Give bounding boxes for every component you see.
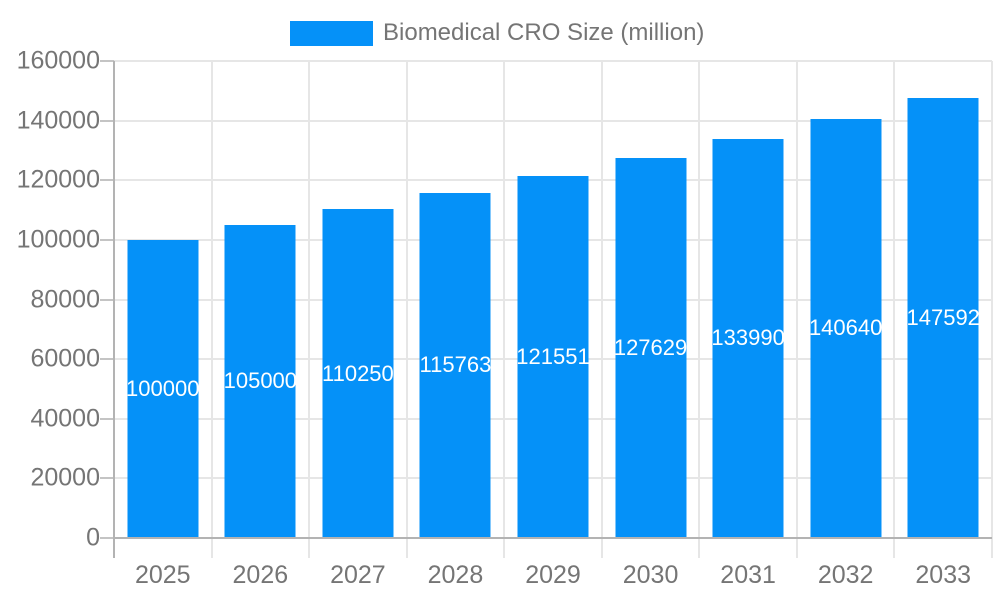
bar-value-label: 100000 bbox=[127, 375, 199, 401]
x-axis-label-2028: 2028 bbox=[427, 561, 484, 589]
bar-2029[interactable]: 121551 bbox=[517, 175, 589, 538]
y-axis-line bbox=[113, 61, 115, 558]
y-axis-tick bbox=[100, 537, 114, 539]
y-axis-tick-label: 160000 bbox=[16, 46, 100, 75]
y-axis-tick-label: 140000 bbox=[16, 106, 100, 135]
x-axis-label-2030: 2030 bbox=[622, 561, 679, 589]
gridline-vertical bbox=[503, 61, 506, 558]
gridline-horizontal bbox=[114, 60, 992, 62]
bar-value-label: 115763 bbox=[419, 352, 491, 378]
gridline-vertical bbox=[893, 61, 896, 558]
legend-label: Biomedical CRO Size (million) bbox=[383, 19, 705, 46]
y-axis-tick bbox=[100, 179, 114, 182]
x-axis-label-2029: 2029 bbox=[525, 561, 581, 589]
bar-value-label: 133990 bbox=[712, 325, 784, 351]
gridline-vertical bbox=[991, 61, 993, 558]
plot-area: 100000 105000 110250 115763 121551 127629 1339… bbox=[100, 60, 993, 558]
x-axis-label-2025: 2025 bbox=[134, 561, 191, 589]
y-axis-tick bbox=[100, 238, 114, 241]
gridline-horizontal bbox=[114, 119, 992, 122]
y-axis-tick bbox=[100, 358, 114, 361]
bar-2030[interactable]: 127629 bbox=[615, 157, 687, 538]
bar-2025[interactable]: 100000 bbox=[127, 239, 199, 538]
y-axis-tick bbox=[100, 477, 114, 480]
gridline-vertical bbox=[600, 61, 603, 558]
bar-2026[interactable]: 105000 bbox=[224, 224, 296, 538]
legend-swatch bbox=[290, 20, 373, 46]
y-axis-tick-label: 0 bbox=[86, 523, 100, 552]
bar-value-label: 110250 bbox=[322, 360, 394, 386]
y-axis-tick-label: 80000 bbox=[30, 285, 100, 313]
bar-2032[interactable]: 140640 bbox=[810, 118, 882, 538]
x-axis-label-2026: 2026 bbox=[232, 561, 289, 589]
gridline-vertical bbox=[698, 61, 701, 558]
y-axis-tick bbox=[100, 298, 114, 301]
bar-value-label: 105000 bbox=[224, 368, 296, 394]
y-axis-tick bbox=[100, 119, 114, 122]
bar-2027[interactable]: 110250 bbox=[322, 209, 394, 538]
gridline-vertical bbox=[405, 61, 408, 558]
x-axis-label-2033: 2033 bbox=[915, 561, 972, 589]
y-axis-tick-label: 100000 bbox=[16, 225, 100, 254]
y-axis-tick-label: 120000 bbox=[16, 165, 100, 194]
y-axis-tick bbox=[100, 60, 114, 62]
y-axis-tick-label: 60000 bbox=[30, 344, 100, 373]
x-axis-line bbox=[114, 537, 992, 539]
bar-value-label: 147592 bbox=[907, 305, 979, 330]
y-axis-tick-label: 40000 bbox=[30, 404, 100, 433]
x-axis-label-2027: 2027 bbox=[330, 561, 386, 589]
y-axis-tick bbox=[100, 417, 114, 420]
bar-2028[interactable]: 115763 bbox=[419, 192, 491, 538]
gridline-vertical bbox=[795, 61, 798, 558]
gridline-vertical bbox=[210, 61, 213, 558]
x-axis-label-2032: 2032 bbox=[817, 561, 874, 589]
bar-2031[interactable]: 133990 bbox=[712, 138, 784, 538]
bar-value-label: 121551 bbox=[517, 343, 589, 369]
y-axis-tick-label: 20000 bbox=[30, 463, 100, 492]
bar-value-label: 140640 bbox=[810, 315, 882, 341]
gridline-vertical bbox=[308, 61, 311, 558]
bar-value-label: 127629 bbox=[615, 334, 687, 360]
legend: Biomedical CRO Size (million) bbox=[290, 19, 704, 47]
bar-2033[interactable]: 147592 bbox=[907, 98, 979, 538]
x-axis-label-2031: 2031 bbox=[720, 561, 776, 589]
